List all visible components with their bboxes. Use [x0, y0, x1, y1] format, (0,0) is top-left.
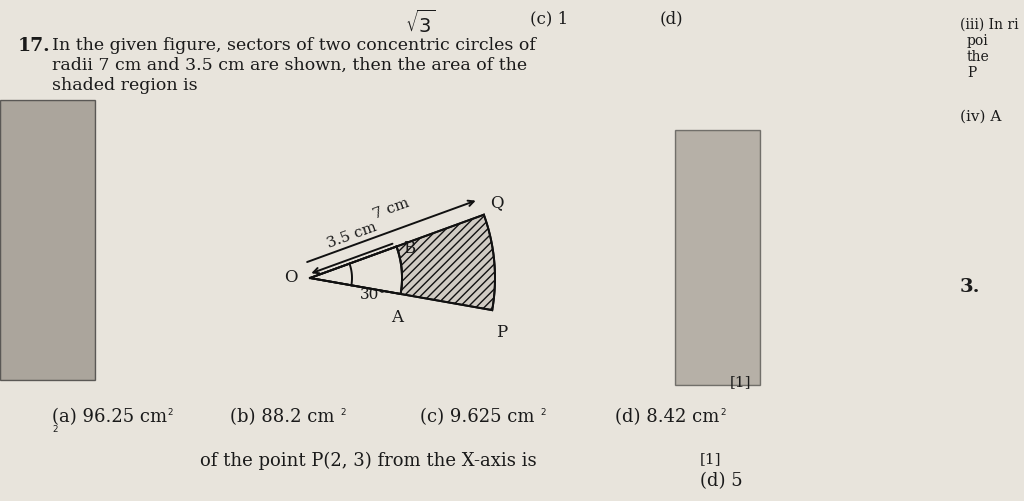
Text: radii 7 cm and 3.5 cm are shown, then the area of the: radii 7 cm and 3.5 cm are shown, then th…	[52, 57, 527, 74]
Text: (a) 96.25 cm: (a) 96.25 cm	[52, 408, 167, 426]
Text: P: P	[967, 66, 976, 80]
Text: $^2$: $^2$	[167, 408, 174, 421]
FancyBboxPatch shape	[675, 130, 760, 385]
Text: Q: Q	[489, 194, 504, 211]
Text: (d) 8.42 cm: (d) 8.42 cm	[615, 408, 720, 426]
Text: the: the	[967, 50, 990, 64]
Polygon shape	[396, 215, 495, 310]
Text: $^2$: $^2$	[540, 408, 547, 421]
Text: (d) 5: (d) 5	[700, 472, 742, 490]
Text: In the given figure, sectors of two concentric circles of: In the given figure, sectors of two conc…	[52, 37, 536, 54]
Text: shaded region is: shaded region is	[52, 77, 198, 94]
Text: 3.: 3.	[961, 278, 981, 296]
Text: (iv) A: (iv) A	[961, 110, 1001, 124]
Text: [1]: [1]	[730, 375, 752, 389]
Text: O: O	[285, 270, 298, 287]
Text: 17.: 17.	[18, 37, 50, 55]
Text: of the point P(2, 3) from the X-axis is: of the point P(2, 3) from the X-axis is	[200, 452, 537, 470]
Text: (iii) In ri: (iii) In ri	[961, 18, 1019, 32]
Text: B: B	[403, 240, 416, 257]
Text: 30°: 30°	[360, 288, 387, 302]
Text: (c) 1: (c) 1	[530, 10, 568, 27]
Text: 3.5 cm: 3.5 cm	[326, 219, 379, 250]
Text: $^2$: $^2$	[340, 408, 347, 421]
Text: $^2$: $^2$	[52, 425, 58, 438]
Text: $^2$: $^2$	[720, 408, 727, 421]
Polygon shape	[310, 246, 402, 294]
Text: (b) 88.2 cm: (b) 88.2 cm	[230, 408, 335, 426]
Text: A: A	[390, 309, 402, 326]
Text: $\sqrt{3}$: $\sqrt{3}$	[404, 10, 435, 37]
Text: poi: poi	[967, 34, 989, 48]
Text: (d): (d)	[660, 10, 684, 27]
Text: [1]: [1]	[700, 452, 722, 466]
Text: (c) 9.625 cm: (c) 9.625 cm	[420, 408, 535, 426]
FancyBboxPatch shape	[0, 100, 95, 380]
Text: P: P	[497, 324, 508, 341]
Text: 7 cm: 7 cm	[372, 195, 412, 221]
